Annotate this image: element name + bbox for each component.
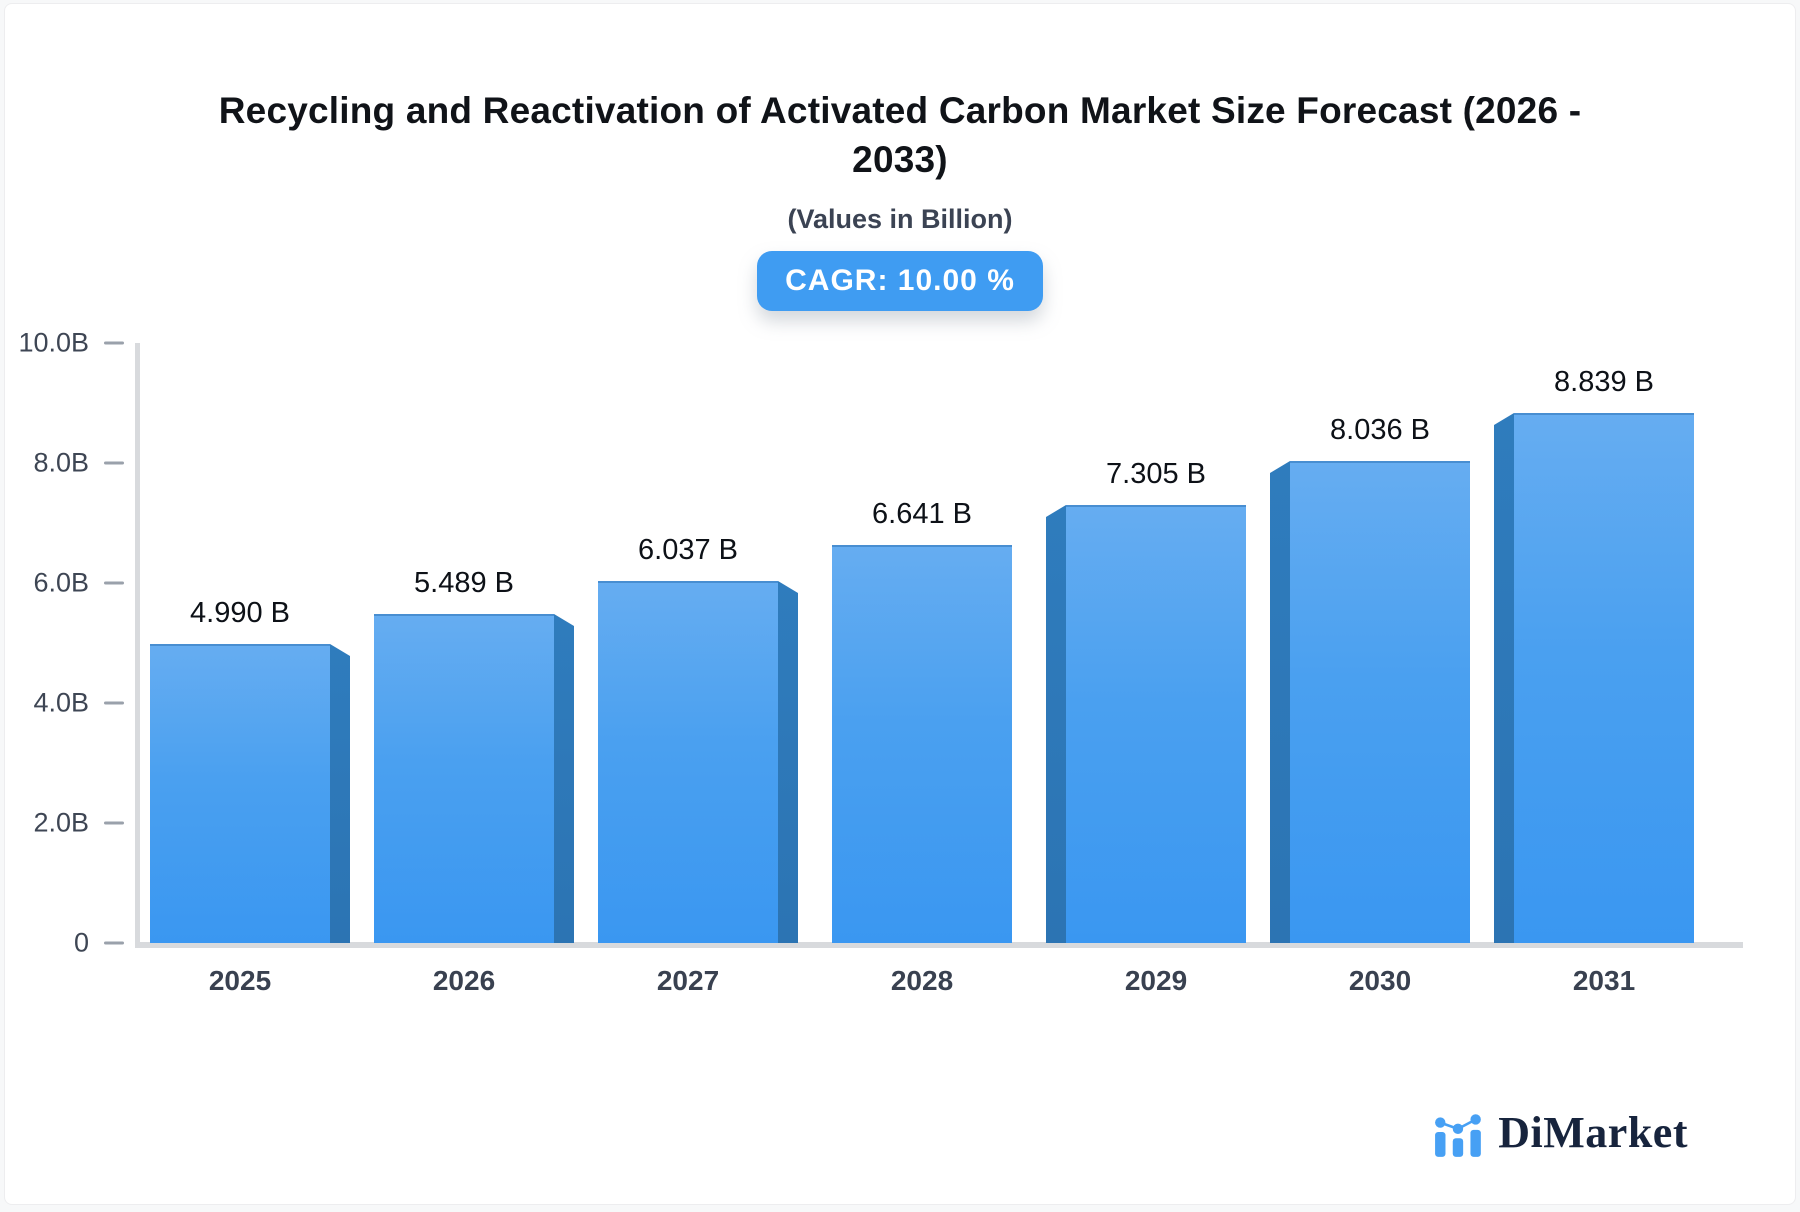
bar-2030-3d-side	[1270, 461, 1290, 943]
dimarket-logo: DiMarket	[1433, 1107, 1688, 1158]
y-tick-10.0B: 10.0B	[0, 328, 124, 359]
bar-2027-3d-side	[778, 581, 798, 943]
y-tick-2.0B: 2.0B	[0, 808, 124, 839]
title-line-2: 2033)	[852, 139, 948, 180]
x-axis-label-2027: 2027	[656, 965, 720, 996]
chart-subtitle: (Values in Billion)	[787, 204, 1013, 234]
y-tick-mark	[104, 941, 124, 945]
bar-value-label-2026: 5.489 B	[414, 567, 514, 599]
dimarket-logo-text: DiMarket	[1498, 1108, 1688, 1157]
bar-chart-plot-area: 10.0B 8.0B 6.0B 4.0B 2.0B 0 4.990 B 2025 5.489 B…	[18, 328, 1743, 996]
bar-2029	[1066, 505, 1246, 943]
x-axis-label-2030: 2030	[1348, 965, 1412, 996]
chart-header: Recycling and Reactivation of Activated …	[0, 86, 1800, 311]
x-axis-label-2026: 2026	[432, 965, 496, 996]
bar-2026	[374, 614, 554, 943]
y-tick-6.0B: 6.0B	[0, 568, 124, 599]
title-line-1: Recycling and Reactivation of Activated …	[218, 90, 1582, 131]
bar-2030	[1290, 461, 1470, 943]
page-title: Recycling and Reactivation of Activated …	[0, 86, 1800, 184]
y-tick-label: 2.0B	[33, 807, 89, 838]
y-axis-line	[135, 343, 140, 943]
x-axis-label-2031: 2031	[1572, 965, 1636, 996]
y-tick-mark	[104, 821, 124, 825]
bar-value-label-2028: 6.641 B	[872, 498, 972, 530]
y-tick-label: 6.0B	[33, 567, 89, 598]
x-axis-line	[135, 942, 1743, 948]
y-tick-mark	[104, 461, 124, 465]
y-tick-0: 0	[0, 928, 124, 959]
bar-2029-3d-side	[1046, 505, 1066, 943]
bar-value-label-2025: 4.990 B	[190, 597, 290, 629]
bar-value-label-2027: 6.037 B	[638, 534, 738, 566]
bar-chart-logo-icon	[1435, 1113, 1482, 1157]
y-tick-8.0B: 8.0B	[0, 448, 124, 479]
bar-value-label-2029: 7.305 B	[1106, 458, 1206, 490]
bar-2027	[598, 581, 778, 943]
y-tick-mark	[104, 341, 124, 345]
bar-2031-3d-side	[1494, 413, 1514, 943]
y-tick-label: 10.0B	[18, 327, 89, 358]
y-tick-4.0B: 4.0B	[0, 688, 124, 719]
bar-2025	[150, 644, 330, 943]
bar-value-label-2031: 8.839 B	[1554, 366, 1654, 398]
y-tick-label: 8.0B	[33, 447, 89, 478]
bar-2028	[832, 545, 1012, 943]
bar-2031	[1514, 413, 1694, 943]
bar-2026-3d-side	[554, 614, 574, 943]
cagr-badge: CAGR: 10.00 %	[757, 251, 1043, 311]
x-axis-label-2025: 2025	[208, 965, 272, 996]
y-tick-label: 0	[73, 927, 89, 958]
y-tick-mark	[104, 701, 124, 705]
x-axis-label-2028: 2028	[890, 965, 954, 996]
y-tick-mark	[104, 581, 124, 585]
y-tick-label: 4.0B	[33, 687, 89, 718]
bar-2025-3d-side	[330, 644, 350, 943]
x-axis-label-2029: 2029	[1124, 965, 1188, 996]
bar-value-label-2030: 8.036 B	[1330, 414, 1430, 446]
